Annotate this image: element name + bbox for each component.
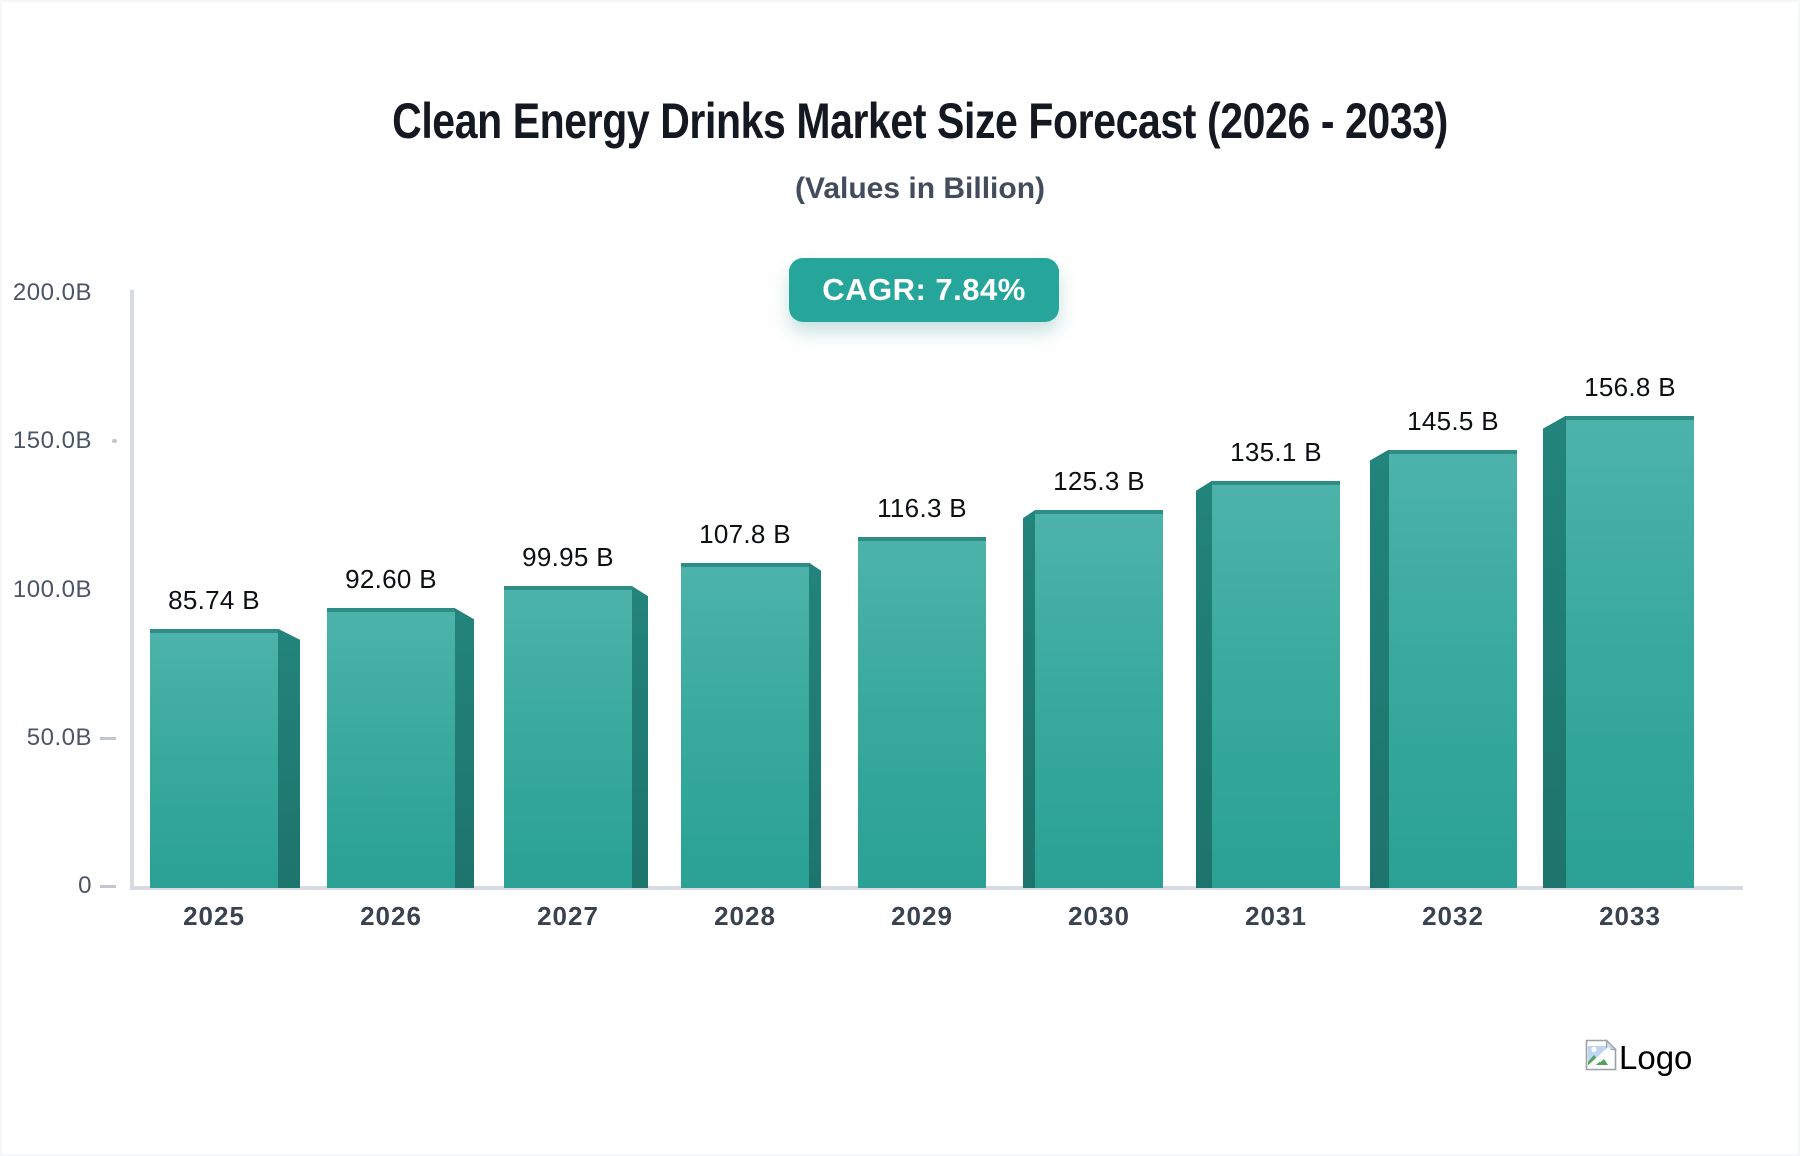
bar-side-face xyxy=(809,562,821,888)
y-tick-label: 200.0B xyxy=(12,279,92,306)
y-tick-mark xyxy=(100,885,116,888)
bar xyxy=(1212,480,1340,888)
cagr-badge: CAGR: 7.84% xyxy=(789,258,1059,322)
x-tick-label: 2026 xyxy=(360,901,422,931)
bar-value-label: 116.3 B xyxy=(877,493,967,524)
x-tick-label: 2032 xyxy=(1422,901,1484,931)
bar-side-face xyxy=(1196,480,1212,888)
bar xyxy=(504,586,632,888)
bar-value-label: 85.74 B xyxy=(168,584,260,615)
y-tick-mark xyxy=(100,736,116,740)
x-axis-line xyxy=(130,886,1743,890)
bar-value-label: 99.95 B xyxy=(522,542,614,573)
bar xyxy=(1035,510,1163,888)
bar-value-label: 145.5 B xyxy=(1407,405,1499,436)
bar-side-face xyxy=(455,608,474,888)
x-tick-label: 2031 xyxy=(1245,901,1307,931)
bar-value-label: 92.60 B xyxy=(345,564,437,595)
bar-value-label: 125.3 B xyxy=(1053,466,1145,497)
x-tick-label: 2029 xyxy=(891,901,953,931)
bar-value-label: 107.8 B xyxy=(699,518,791,549)
y-axis-line xyxy=(130,290,134,890)
bar-value-label: 156.8 B xyxy=(1584,371,1676,402)
x-tick-label: 2025 xyxy=(183,901,245,931)
x-tick-label: 2027 xyxy=(537,901,599,931)
x-tick-label: 2033 xyxy=(1599,901,1661,931)
chart-title: Clean Energy Drinks Market Size Forecast… xyxy=(392,93,1448,149)
bar-side-face xyxy=(1023,510,1035,888)
bar-side-face xyxy=(278,628,300,888)
broken-image-icon xyxy=(1585,1039,1617,1071)
logo-text: Logo xyxy=(1619,1039,1693,1076)
logo: Logo xyxy=(1584,1038,1693,1076)
bar-side-face xyxy=(632,586,648,888)
x-tick-label: 2028 xyxy=(714,901,776,931)
bar xyxy=(1566,415,1694,888)
bar xyxy=(1389,449,1517,888)
bar xyxy=(327,608,455,888)
bar xyxy=(681,562,809,888)
bar-value-label: 135.1 B xyxy=(1230,436,1322,467)
y-tick-label: 150.0B xyxy=(12,427,92,455)
y-tick-label: 50.0B xyxy=(26,723,92,751)
x-tick-label: 2030 xyxy=(1068,901,1130,931)
bar-side-face xyxy=(1543,415,1566,888)
bar xyxy=(150,628,278,888)
bar-side-face xyxy=(1370,449,1389,888)
y-tick-mark xyxy=(112,439,117,444)
bar xyxy=(858,537,986,888)
y-tick-label: 100.0B xyxy=(12,575,92,603)
y-tick-label: 0 xyxy=(78,872,92,899)
chart-subtitle: (Values in Billion) xyxy=(794,172,1046,205)
